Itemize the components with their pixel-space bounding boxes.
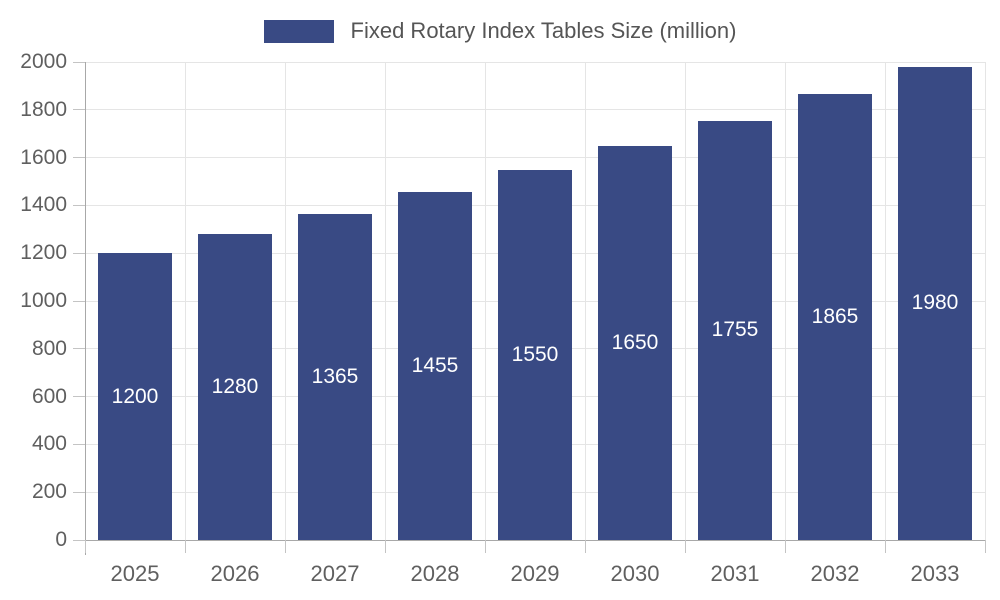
- x-tick-mark: [284, 540, 286, 553]
- x-tick-label: 2027: [310, 561, 360, 586]
- y-tick-mark: [73, 300, 85, 302]
- y-tick-label: 1000: [20, 289, 67, 312]
- x-tick-label: 2029: [510, 561, 560, 586]
- y-tick-label: 200: [31, 480, 67, 504]
- gridline-horizontal: [85, 61, 985, 63]
- y-tick-label: 1600: [20, 145, 67, 169]
- y-tick-label: 600: [31, 384, 67, 408]
- x-tick-mark: [384, 540, 386, 553]
- y-tick-mark: [73, 109, 85, 111]
- y-tick-label: 800: [31, 336, 67, 360]
- y-tick-mark: [73, 252, 85, 254]
- bar-value-label: 1865: [811, 305, 859, 329]
- x-tick-mark: [684, 540, 686, 553]
- legend-swatch: [263, 19, 334, 43]
- x-tick-label: 2026: [210, 561, 260, 586]
- y-tick-mark: [73, 157, 85, 159]
- x-tick-mark: [84, 540, 86, 553]
- legend: Fixed Rotary Index Tables Size (million): [0, 18, 1000, 44]
- gridline-vertical: [884, 62, 886, 540]
- x-tick-mark: [784, 540, 786, 553]
- bar: [498, 169, 572, 540]
- bar-value-label: 1755: [711, 318, 759, 342]
- bar-value-label: 1550: [511, 342, 559, 366]
- legend-label: Fixed Rotary Index Tables Size (million): [350, 18, 737, 43]
- y-tick-label: 1400: [20, 193, 67, 217]
- bar: [298, 213, 372, 540]
- x-tick-mark: [984, 540, 986, 553]
- x-tick-label: 2028: [410, 561, 460, 586]
- gridline-vertical: [684, 62, 686, 540]
- gridline-vertical: [784, 62, 786, 540]
- y-tick-label: 400: [31, 432, 67, 456]
- y-tick-label: 2000: [20, 50, 67, 73]
- gridline-vertical: [284, 62, 286, 540]
- gridline-horizontal: [85, 109, 985, 111]
- x-tick-mark: [584, 540, 586, 553]
- x-tick-label: 2033: [910, 561, 960, 586]
- y-tick-mark: [73, 491, 85, 493]
- y-tick-mark: [73, 348, 85, 350]
- x-tick-mark: [484, 540, 486, 553]
- y-tick-label: 0: [55, 528, 67, 551]
- bar-value-label: 1650: [611, 330, 659, 354]
- bar-value-label: 1455: [411, 354, 459, 378]
- plot-border-right: [984, 62, 986, 540]
- y-tick-mark: [73, 443, 85, 445]
- x-tick-label: 2025: [110, 561, 160, 586]
- y-tick-mark: [73, 61, 85, 63]
- y-tick-label: 1200: [20, 241, 67, 265]
- y-tick-mark: [73, 396, 85, 398]
- bar: [598, 145, 672, 540]
- y-tick-mark: [73, 539, 85, 541]
- bar: [398, 192, 472, 540]
- gridline-vertical: [484, 62, 486, 540]
- gridline-vertical: [384, 62, 386, 540]
- bar: [898, 66, 972, 540]
- bar: [98, 253, 172, 540]
- y-tick-label: 1800: [20, 97, 67, 121]
- x-tick-mark: [184, 540, 186, 553]
- x-tick-label: 2031: [710, 561, 760, 586]
- y-tick-mark: [73, 204, 85, 206]
- y-axis-line: [84, 62, 86, 555]
- bar-value-label: 1280: [211, 375, 259, 399]
- bar: [798, 94, 872, 540]
- x-tick-label: 2032: [810, 561, 860, 586]
- bar-value-label: 1980: [911, 291, 959, 315]
- bar-value-label: 1365: [311, 364, 359, 388]
- bar: [698, 120, 772, 540]
- x-tick-mark: [884, 540, 886, 553]
- x-axis-line: [85, 539, 985, 541]
- bar-value-label: 1200: [111, 384, 159, 408]
- x-tick-label: 2030: [610, 561, 660, 586]
- gridline-horizontal: [85, 157, 985, 159]
- gridline-vertical: [184, 62, 186, 540]
- gridline-vertical: [584, 62, 586, 540]
- bar: [198, 234, 272, 540]
